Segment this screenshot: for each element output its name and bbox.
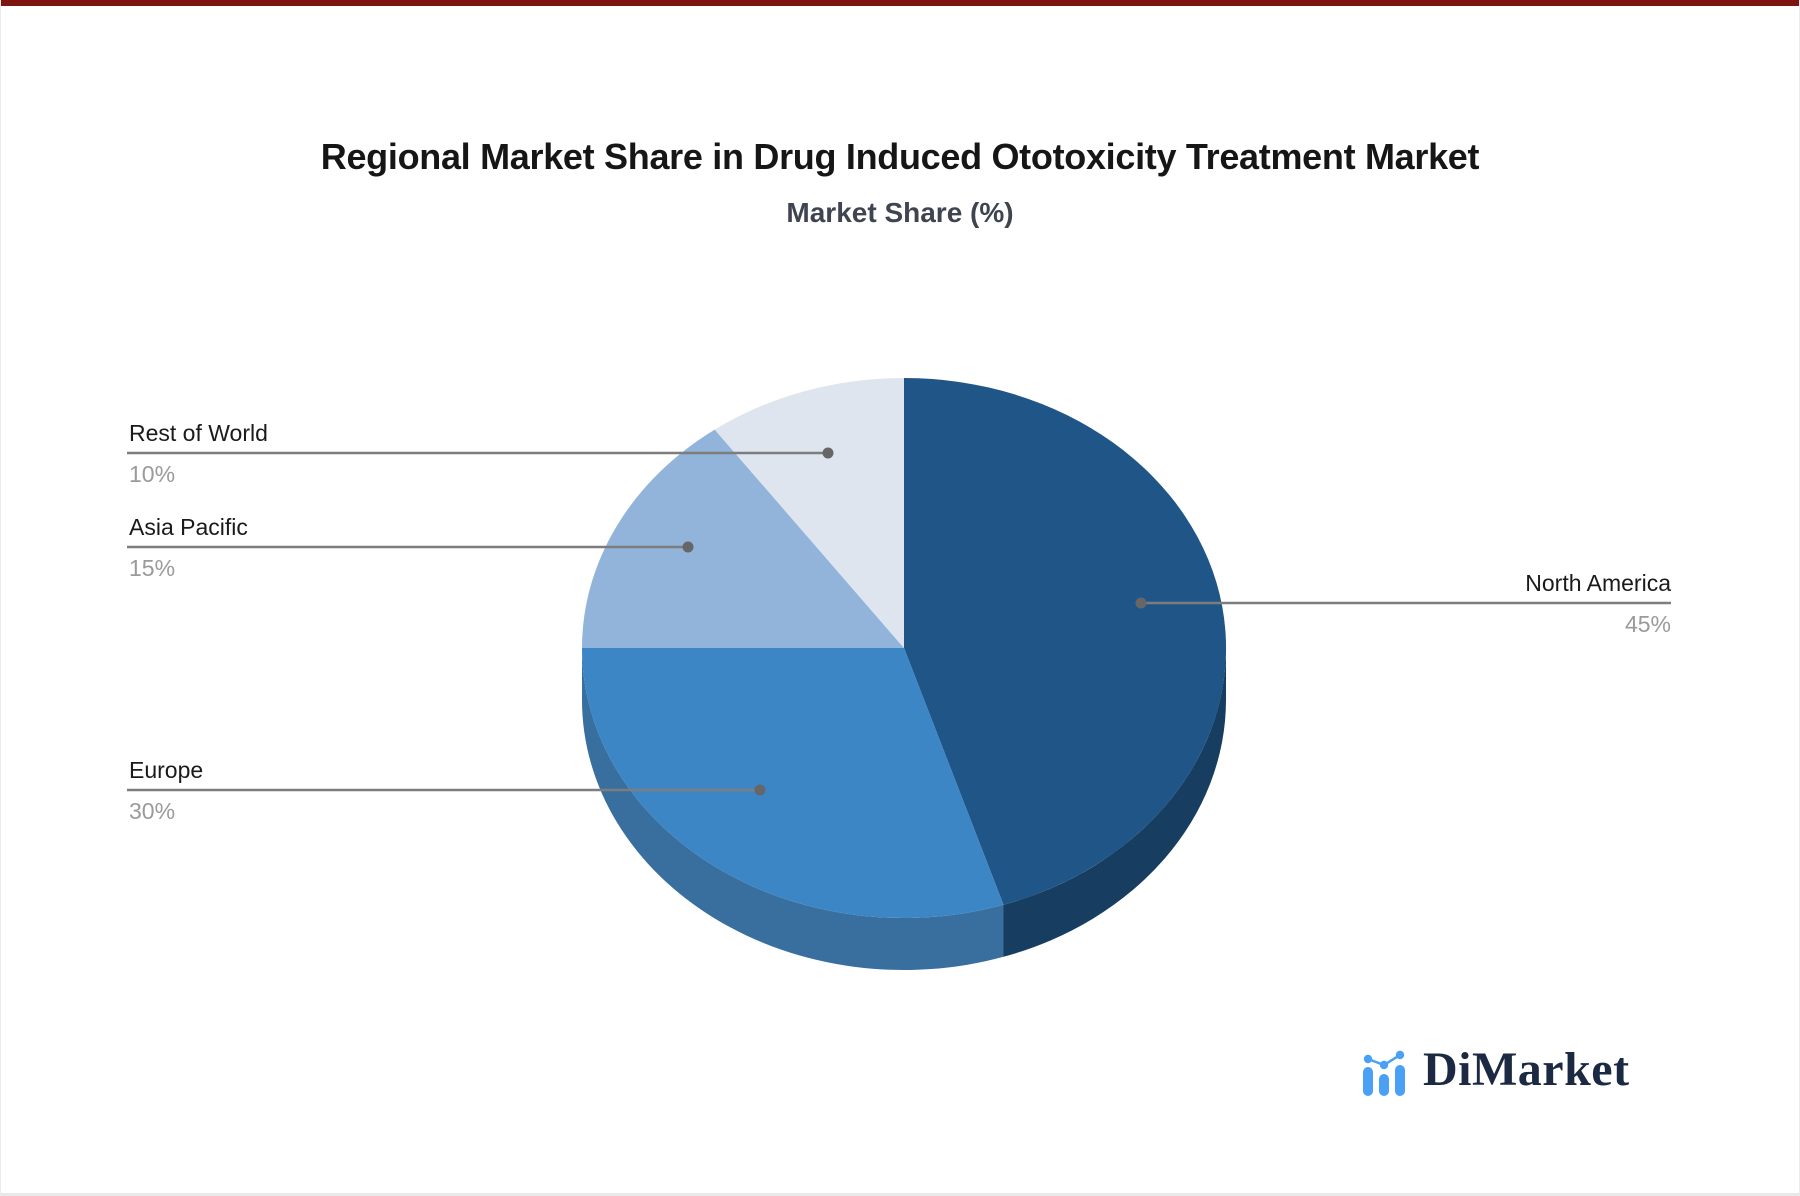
- slice-value-asia-pacific: 15%: [129, 555, 176, 581]
- chart-subtitle: Market Share (%): [786, 197, 1014, 228]
- pie-slice-asia-pacific[interactable]: [582, 429, 904, 648]
- leader-dot-rest-of-world: [822, 447, 834, 459]
- slice-label-north-america: North America: [1525, 570, 1671, 596]
- chart-title: Regional Market Share in Drug Induced Ot…: [320, 136, 1480, 177]
- slice-label-asia-pacific: Asia Pacific: [129, 514, 248, 540]
- pie-slice-europe[interactable]: [582, 648, 1004, 919]
- slice-label-rest-of-world: Rest of World: [129, 420, 268, 446]
- logo-text: DiMarket: [1423, 1043, 1630, 1096]
- slice-label-europe: Europe: [129, 757, 204, 783]
- pie-slice-side-europe: [582, 648, 1004, 971]
- slice-value-north-america: 45%: [1624, 611, 1671, 637]
- leader-dot-north-america: [1135, 597, 1147, 609]
- bar-line-chart-icon: [1363, 1050, 1405, 1096]
- pie-slice-north-america[interactable]: [904, 377, 1227, 905]
- slice-value-rest-of-world: 10%: [129, 461, 176, 487]
- pie-slice-side-north-america: [1003, 648, 1227, 957]
- pie-slice-rest-of-world[interactable]: [714, 378, 904, 648]
- slice-value-europe: 30%: [129, 798, 176, 824]
- leader-dot-europe: [754, 784, 766, 796]
- top-accent-bar: [1, 0, 1799, 6]
- leader-dot-asia-pacific: [682, 541, 694, 553]
